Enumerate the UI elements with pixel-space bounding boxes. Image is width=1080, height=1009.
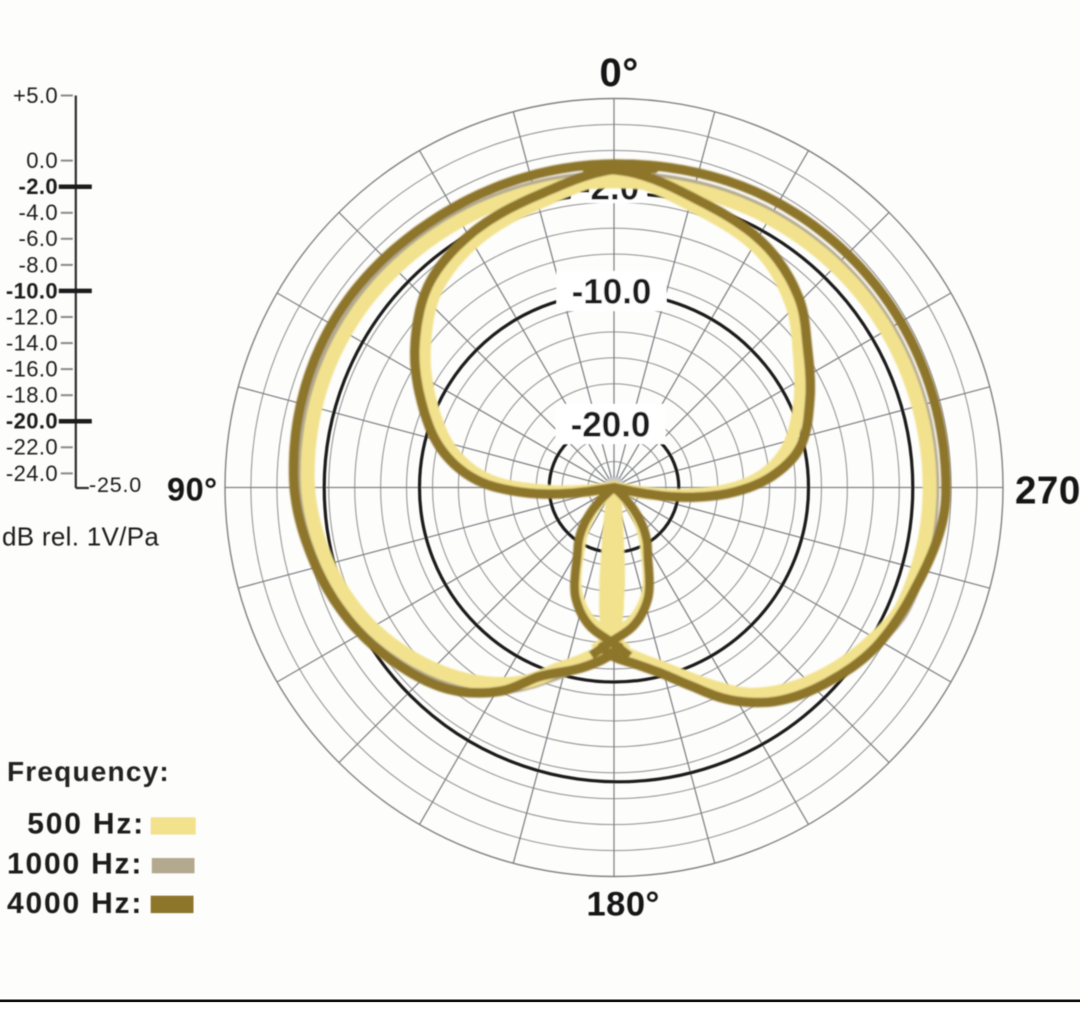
svg-text:4000 Hz:: 4000 Hz: bbox=[7, 887, 143, 920]
svg-text:-25.0: -25.0 bbox=[89, 473, 142, 497]
svg-text:180°: 180° bbox=[587, 885, 660, 923]
svg-text:-6.0: -6.0 bbox=[18, 226, 58, 251]
svg-text:-12.0: -12.0 bbox=[6, 304, 58, 329]
svg-text:-16.0: -16.0 bbox=[6, 357, 58, 382]
svg-text:dB rel. 1V/Pa: dB rel. 1V/Pa bbox=[2, 522, 159, 552]
svg-text:-8.0: -8.0 bbox=[18, 252, 58, 277]
svg-text:-2.0: -2.0 bbox=[18, 174, 58, 199]
svg-text:-24.0: -24.0 bbox=[6, 461, 58, 486]
svg-text:-18.0: -18.0 bbox=[6, 383, 58, 408]
svg-text:500 Hz:: 500 Hz: bbox=[7, 808, 145, 841]
svg-text:0.0: 0.0 bbox=[26, 148, 58, 173]
svg-text:-22.0: -22.0 bbox=[6, 435, 58, 460]
svg-text:-14.0: -14.0 bbox=[6, 331, 58, 356]
svg-text:-10.0: -10.0 bbox=[6, 278, 58, 303]
svg-text:270°: 270° bbox=[1015, 470, 1080, 513]
svg-text:-20.0: -20.0 bbox=[6, 409, 58, 434]
svg-text:Frequency:: Frequency: bbox=[7, 756, 170, 787]
svg-text:-10.0: -10.0 bbox=[572, 272, 652, 311]
svg-text:90°: 90° bbox=[167, 471, 218, 507]
svg-text:0°: 0° bbox=[600, 51, 639, 95]
svg-text:1000 Hz:: 1000 Hz: bbox=[7, 847, 143, 880]
svg-text:-4.0: -4.0 bbox=[18, 200, 58, 225]
svg-text:-20.0: -20.0 bbox=[571, 405, 651, 444]
svg-text:+5.0: +5.0 bbox=[13, 83, 58, 108]
